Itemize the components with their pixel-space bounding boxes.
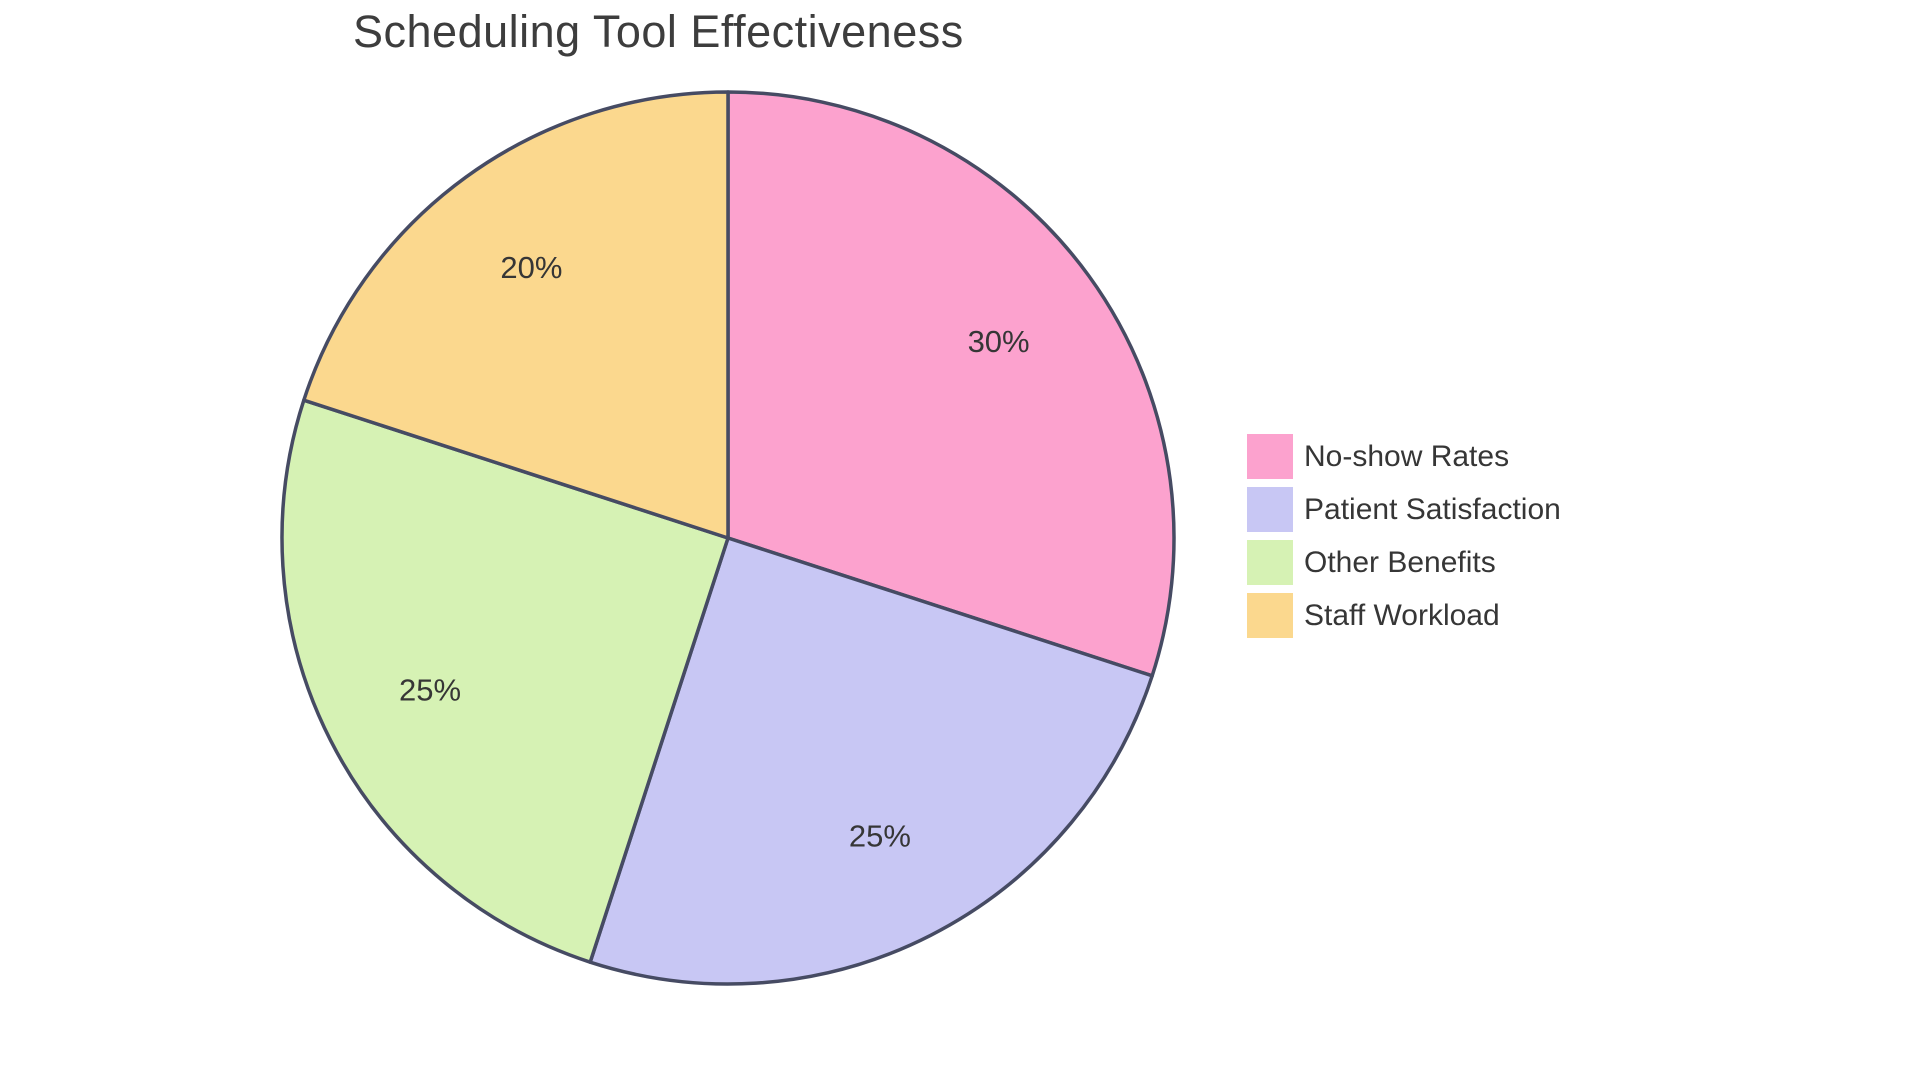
legend-label: No-show Rates [1304,439,1510,473]
legend-item-other-benefits[interactable]: Other Benefits [1247,540,1561,585]
pie-slice-staff-workload[interactable] [302,90,730,540]
legend-label: Other Benefits [1304,545,1496,579]
legend-swatch-patient-satisfaction [1247,487,1293,532]
legend-item-no-show-rates[interactable]: No-show Rates [1247,434,1561,479]
legend-swatch-staff-workload [1247,593,1293,638]
slice-percent-label: 20% [500,250,562,285]
legend-item-staff-workload[interactable]: Staff Workload [1247,593,1561,638]
pie-slice-no-show-rates[interactable] [726,90,1176,678]
pie-slice-other-benefits[interactable] [280,398,730,964]
slice-percent-label: 25% [849,819,911,854]
legend: No-show Rates Patient Satisfaction Other… [1247,434,1561,638]
legend-label: Staff Workload [1304,598,1500,632]
slice-percent-label: 30% [968,324,1030,359]
legend-swatch-other-benefits [1247,540,1293,585]
slice-percent-label: 25% [399,672,461,707]
chart-title: Scheduling Tool Effectiveness [353,6,964,57]
legend-label: Patient Satisfaction [1304,492,1561,526]
legend-item-patient-satisfaction[interactable]: Patient Satisfaction [1247,487,1561,532]
pie-slice-patient-satisfaction[interactable] [588,536,1154,986]
legend-swatch-no-show-rates [1247,434,1293,479]
